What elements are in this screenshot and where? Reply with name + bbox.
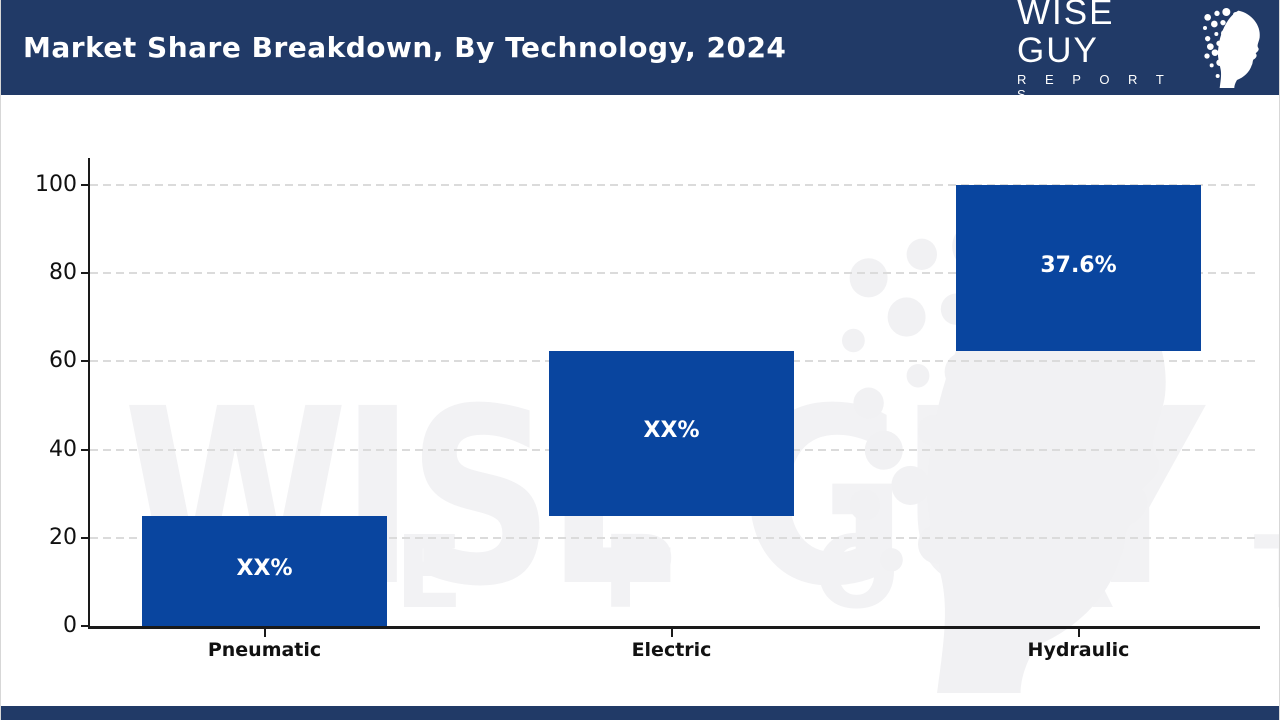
wiseguy-logo: WISE GUY R E P O R T S — [1017, 0, 1267, 102]
y-tick-mark — [81, 448, 88, 451]
footer-bar — [1, 706, 1279, 720]
bar-value-label: XX% — [643, 418, 700, 444]
bar-value-label: 37.6% — [1040, 252, 1117, 278]
y-tick-mark — [81, 625, 88, 627]
chart-title: Market Share Breakdown, By Technology, 2… — [23, 31, 787, 64]
y-tick-label: 40 — [49, 436, 77, 462]
x-tick-mark — [1077, 629, 1080, 637]
bar-value-label: XX% — [236, 555, 293, 581]
gridline — [90, 536, 1258, 539]
x-tick-label: Pneumatic — [207, 639, 322, 661]
bar-electric: XX% — [549, 350, 794, 516]
gridline — [90, 272, 1258, 275]
logo-wordmark: WISE GUY — [1017, 0, 1115, 70]
x-tick-mark — [263, 629, 266, 637]
y-tick-mark — [81, 536, 88, 539]
y-tick-mark — [81, 272, 88, 275]
x-axis-line — [88, 626, 1260, 629]
x-tick-label: Hydraulic — [1027, 639, 1130, 661]
y-tick-label: 80 — [49, 260, 77, 286]
y-tick-label: 60 — [49, 348, 77, 374]
y-tick-mark — [81, 360, 88, 363]
logo-subtitle: R E P O R T S — [1017, 72, 1172, 102]
logo-text: WISE GUY R E P O R T S — [1017, 0, 1197, 102]
y-tick-label: 0 — [63, 613, 77, 638]
x-tick-label: Electric — [631, 639, 712, 661]
logo-head-profile-icon — [1203, 8, 1260, 88]
header-bar: Market Share Breakdown, By Technology, 2… — [1, 0, 1279, 102]
x-tick-mark — [670, 629, 673, 637]
y-tick-mark — [81, 184, 88, 186]
gridline — [90, 184, 1258, 186]
y-axis-line — [88, 158, 90, 628]
bar-pneumatic: XX% — [142, 515, 387, 626]
bar-hydraulic: 37.6% — [956, 185, 1201, 351]
y-tick-label: 20 — [49, 524, 77, 550]
y-tick-label: 100 — [35, 172, 77, 197]
